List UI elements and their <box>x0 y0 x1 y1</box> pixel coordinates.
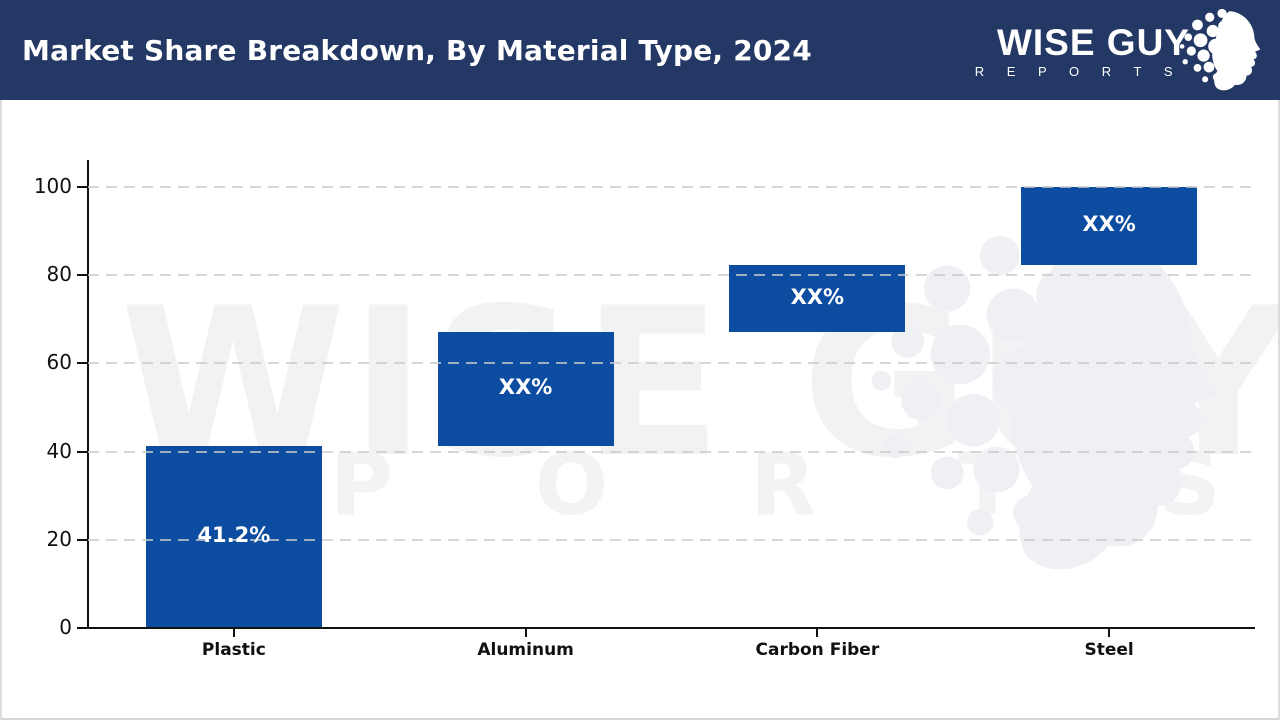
gridline <box>88 538 1255 541</box>
logo-subtext: R E P O R T S <box>974 64 1182 79</box>
gridline <box>88 450 1255 453</box>
y-axis-line <box>87 160 89 629</box>
dotted-head-icon <box>1179 8 1261 91</box>
x-category-label: Steel <box>1084 640 1134 660</box>
x-category-label: Plastic <box>201 640 266 660</box>
y-tick-label: 0 <box>59 615 72 639</box>
gridline <box>88 362 1255 365</box>
y-tick-label: 40 <box>46 438 72 463</box>
y-tick-mark <box>77 274 87 277</box>
bar-value-label: 41.2% <box>197 523 271 548</box>
x-category-label: Aluminum <box>477 640 574 660</box>
gridline <box>88 274 1255 277</box>
y-tick-label: 20 <box>46 526 72 551</box>
gridline <box>88 186 1255 188</box>
y-tick-mark <box>77 538 87 541</box>
y-tick-mark <box>77 450 87 453</box>
y-tick-mark <box>77 627 87 629</box>
y-tick-mark <box>77 362 87 365</box>
bar-segment[interactable] <box>145 446 322 628</box>
wise-guy-reports-logo: WISE GUY R E P O R T S <box>975 4 1262 96</box>
watermark-dotted-head <box>871 219 1218 570</box>
header-bar: Market Share Breakdown, By Material Type… <box>0 0 1280 100</box>
x-tick-mark <box>816 629 819 637</box>
x-axis-line <box>86 627 1255 629</box>
x-tick-mark <box>524 629 527 637</box>
x-tick-mark <box>1108 629 1111 637</box>
y-tick-label: 80 <box>46 262 72 287</box>
y-tick-label: 100 <box>33 174 72 198</box>
bar-value-label: XX% <box>1082 212 1136 237</box>
x-tick-mark <box>232 629 235 637</box>
bar-segment[interactable] <box>437 332 614 447</box>
bar-segment[interactable] <box>729 265 906 333</box>
y-tick-mark <box>77 186 87 188</box>
y-tick-label: 60 <box>46 350 72 375</box>
x-category-label: Carbon Fiber <box>755 640 880 660</box>
logo-wordmark: WISE GUY <box>996 22 1190 63</box>
bar-segment[interactable] <box>1021 187 1198 266</box>
chart-title: Market Share Breakdown, By Material Type… <box>22 33 812 67</box>
bar-value-label: XX% <box>498 375 553 400</box>
bar-value-label: XX% <box>790 284 845 309</box>
